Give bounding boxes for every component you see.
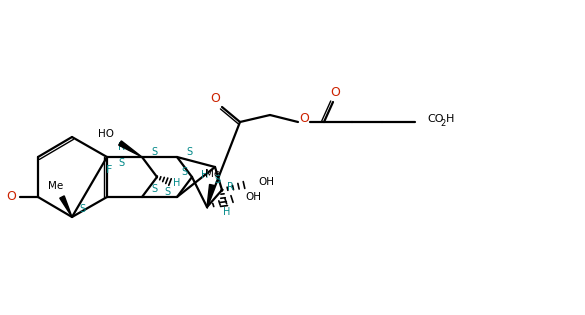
Text: H: H bbox=[201, 170, 209, 180]
Polygon shape bbox=[60, 196, 72, 217]
Text: H: H bbox=[223, 207, 230, 217]
Text: H: H bbox=[446, 114, 455, 124]
Text: S: S bbox=[181, 167, 187, 177]
Polygon shape bbox=[119, 141, 142, 157]
Text: S: S bbox=[151, 147, 157, 157]
Text: S: S bbox=[164, 187, 170, 197]
Text: CO: CO bbox=[427, 114, 443, 124]
Text: O: O bbox=[330, 87, 340, 100]
Text: S: S bbox=[118, 158, 124, 168]
Text: O: O bbox=[210, 91, 220, 105]
Text: S: S bbox=[214, 175, 220, 185]
Text: S: S bbox=[79, 204, 85, 214]
Text: R: R bbox=[226, 182, 233, 192]
Text: O: O bbox=[299, 112, 309, 124]
Polygon shape bbox=[207, 185, 215, 207]
Text: S: S bbox=[186, 147, 192, 157]
Text: Me: Me bbox=[49, 181, 64, 191]
Text: S: S bbox=[151, 184, 157, 194]
Text: F: F bbox=[106, 165, 112, 175]
Text: Me: Me bbox=[205, 169, 221, 179]
Text: OH: OH bbox=[258, 177, 274, 187]
Text: HO: HO bbox=[98, 129, 114, 139]
Text: O: O bbox=[6, 191, 16, 203]
Text: H: H bbox=[173, 178, 181, 188]
Text: R: R bbox=[118, 142, 125, 152]
Text: OH: OH bbox=[245, 192, 261, 202]
Text: 2: 2 bbox=[440, 119, 445, 129]
